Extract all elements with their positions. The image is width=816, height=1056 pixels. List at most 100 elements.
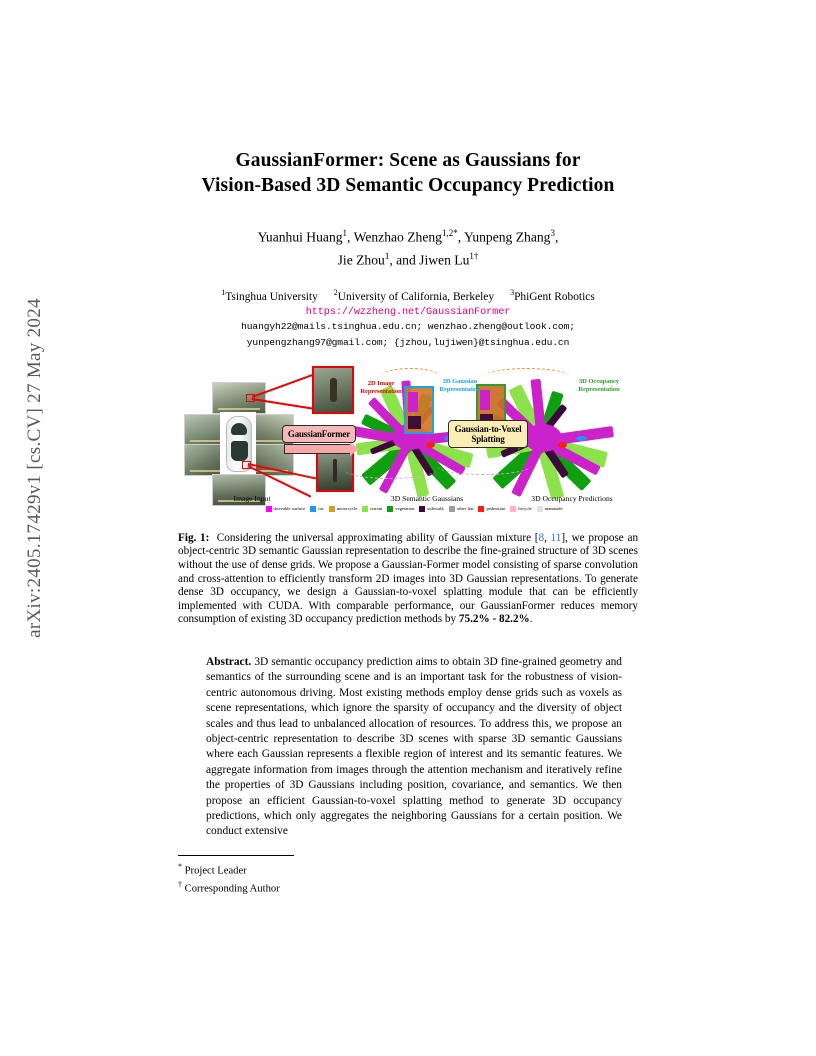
correspondence-arc [380, 367, 440, 385]
author-list: Yuanhui Huang1, Wenzhao Zheng1,2*, Yunpe… [178, 224, 638, 269]
camera-front-image [212, 381, 266, 414]
legend-swatch [310, 505, 316, 512]
figure-column-label-image-input: Image Input [233, 493, 271, 503]
citation-link-8[interactable]: 8 [538, 531, 545, 544]
affiliation-marker: 1 [221, 288, 226, 298]
arxiv-stamp-text: arXiv:2405.17429v1 [cs.CV] 27 May 2024 [24, 298, 45, 638]
title-line-2: Vision-Based 3D Semantic Occupancy Predi… [201, 175, 615, 196]
author-name: Wenzhao Zheng [353, 229, 442, 245]
label-3d-occupancy-representation: 3D Occupancy Representation [578, 377, 620, 393]
footnote-section: * Project Leader † Corresponding Author [178, 855, 478, 897]
semantic-gaussian-scene [346, 380, 502, 498]
callout-gaussianformer: GaussianFormer [282, 424, 356, 443]
author-affil-marker: 1,2* [441, 228, 458, 238]
caption-text-tail: . [529, 613, 533, 626]
label-2d-image-representation: 2D Image Representation [360, 379, 402, 395]
project-url-link[interactable]: https://wzzheng.net/GaussianFormer [305, 306, 511, 318]
legend-item: terrain [362, 505, 383, 512]
affiliation-marker: 2 [333, 288, 338, 298]
legend-label: terrain [370, 506, 383, 512]
callout-gaussian-to-voxel-splatting: Gaussian-to-Voxel Splatting [448, 419, 528, 448]
legend-label: motorcycle [336, 506, 358, 512]
gaussianformer-arrow [284, 441, 359, 456]
abstract-heading: Abstract. [206, 656, 252, 669]
author-line-1: Yuanhui Huang1, Wenzhao Zheng1,2*, Yunpe… [257, 228, 559, 245]
email-line-2: yunpengzhang97@gmail.com; {jzhou,lujiwen… [246, 336, 570, 348]
legend-swatch [448, 505, 455, 512]
author-name: and Jiwen Lu [396, 252, 470, 268]
figure-1-canvas: 2D Image Representation 3D Gaussian Repr… [184, 364, 632, 512]
author-line-2: Jie Zhou1, and Jiwen Lu1† [337, 250, 479, 268]
affiliation-name: Tsinghua University [225, 290, 318, 303]
footnote-text: Corresponding Author [184, 883, 280, 895]
figure-legend: driveable surface car motorcycle terrain veg… [214, 505, 614, 512]
legend-item: car [310, 505, 324, 512]
footnote-rule [178, 855, 294, 856]
figure-1: 2D Image Representation 3D Gaussian Repr… [178, 364, 638, 516]
affiliation-marker: 3 [510, 288, 515, 298]
citation-link-11[interactable]: 11 [550, 531, 562, 544]
author-name: Jie Zhou [337, 252, 385, 268]
correspondence-arc [484, 367, 570, 385]
legend-item: driveable surface [265, 505, 306, 512]
camera-back-image [212, 473, 266, 506]
figure-number: Fig. 1: [178, 531, 210, 544]
legend-swatch [265, 505, 272, 512]
legend-label: driveable surface [273, 506, 306, 512]
legend-swatch [387, 505, 394, 512]
legend-item: other flat [448, 505, 474, 512]
author-affil-marker: 1† [469, 250, 479, 261]
zoom-marker-rider [246, 393, 255, 402]
legend-label: bicycle [518, 506, 532, 512]
citation-separator: , [544, 531, 551, 544]
legend-label: sidewalk [427, 506, 444, 512]
ego-vehicle-icon [220, 411, 256, 474]
caption-text-after-citation: ], we propose an object-centric 3D seman… [178, 531, 639, 626]
abstract-section: Abstract. 3D semantic occupancy predicti… [206, 655, 622, 840]
affiliation-list: 1Tsinghua University 2University of Calif… [178, 285, 638, 305]
zoomed-crop-rider [312, 365, 354, 414]
legend-item: manmade [536, 505, 563, 512]
footnote-project-leader: * Project Leader [178, 860, 478, 879]
label-3d-gaussian-representation: 3D Gaussian Representation [439, 377, 481, 393]
legend-item: motorcycle [328, 505, 358, 512]
legend-swatch [328, 505, 335, 512]
legend-label: manmade [544, 506, 563, 512]
email-line-1: huangyh22@mails.tsinghua.edu.cn; wenzhao… [241, 320, 575, 332]
caption-highlight-value: 75.2% - 82.2% [458, 613, 530, 626]
author-affil-marker: 1 [342, 228, 348, 238]
affiliation-name: PhiGent Robotics [514, 290, 595, 303]
footnote-marker: † [178, 880, 182, 890]
legend-item: vegetation [387, 505, 415, 512]
correspondence-arc [436, 456, 532, 475]
legend-swatch [478, 505, 485, 512]
legend-swatch [362, 505, 369, 512]
legend-label: car [318, 506, 324, 512]
footnote-corresponding-author: † Corresponding Author [178, 878, 478, 897]
legend-swatch [510, 505, 517, 512]
legend-swatch [536, 505, 543, 512]
caption-text-before-citation: Considering the universal approximating … [216, 531, 539, 544]
author-affil-marker: 1 [384, 250, 390, 261]
legend-item: pedestrian [478, 505, 506, 512]
legend-item: bicycle [510, 505, 532, 512]
legend-label: pedestrian [486, 506, 506, 512]
affiliation-name: University of California, Berkeley [337, 290, 495, 303]
paper-page: GaussianFormer: Scene as Gaussians for V… [178, 0, 638, 1056]
footnote-marker: * [178, 861, 182, 871]
legend-label: other flat [456, 506, 474, 512]
figure-column-label-semantic-gaussians: 3D Semantic Gaussians [390, 493, 464, 503]
author-name: Yuanhui Huang [257, 229, 343, 245]
author-affil-marker: 3 [550, 228, 555, 238]
title-line-1: GaussianFormer: Scene as Gaussians for [235, 150, 581, 171]
author-name: Yunpeng Zhang [464, 229, 551, 245]
figure-caption: Fig. 1: Considering the universal approx… [178, 532, 638, 627]
footnote-text: Project Leader [184, 865, 247, 877]
page-title: GaussianFormer: Scene as Gaussians for V… [178, 148, 638, 198]
figure-column-label-occupancy-predictions: 3D Occupancy Predictions [531, 493, 613, 503]
arxiv-stamp: arXiv:2405.17429v1 [cs.CV] 27 May 2024 [0, 0, 70, 1056]
correspondence-arc [344, 460, 436, 479]
legend-label: vegetation [395, 506, 415, 512]
abstract-body: 3D semantic occupancy prediction aims to… [206, 656, 622, 838]
gaussian-highlight-box [404, 385, 434, 434]
